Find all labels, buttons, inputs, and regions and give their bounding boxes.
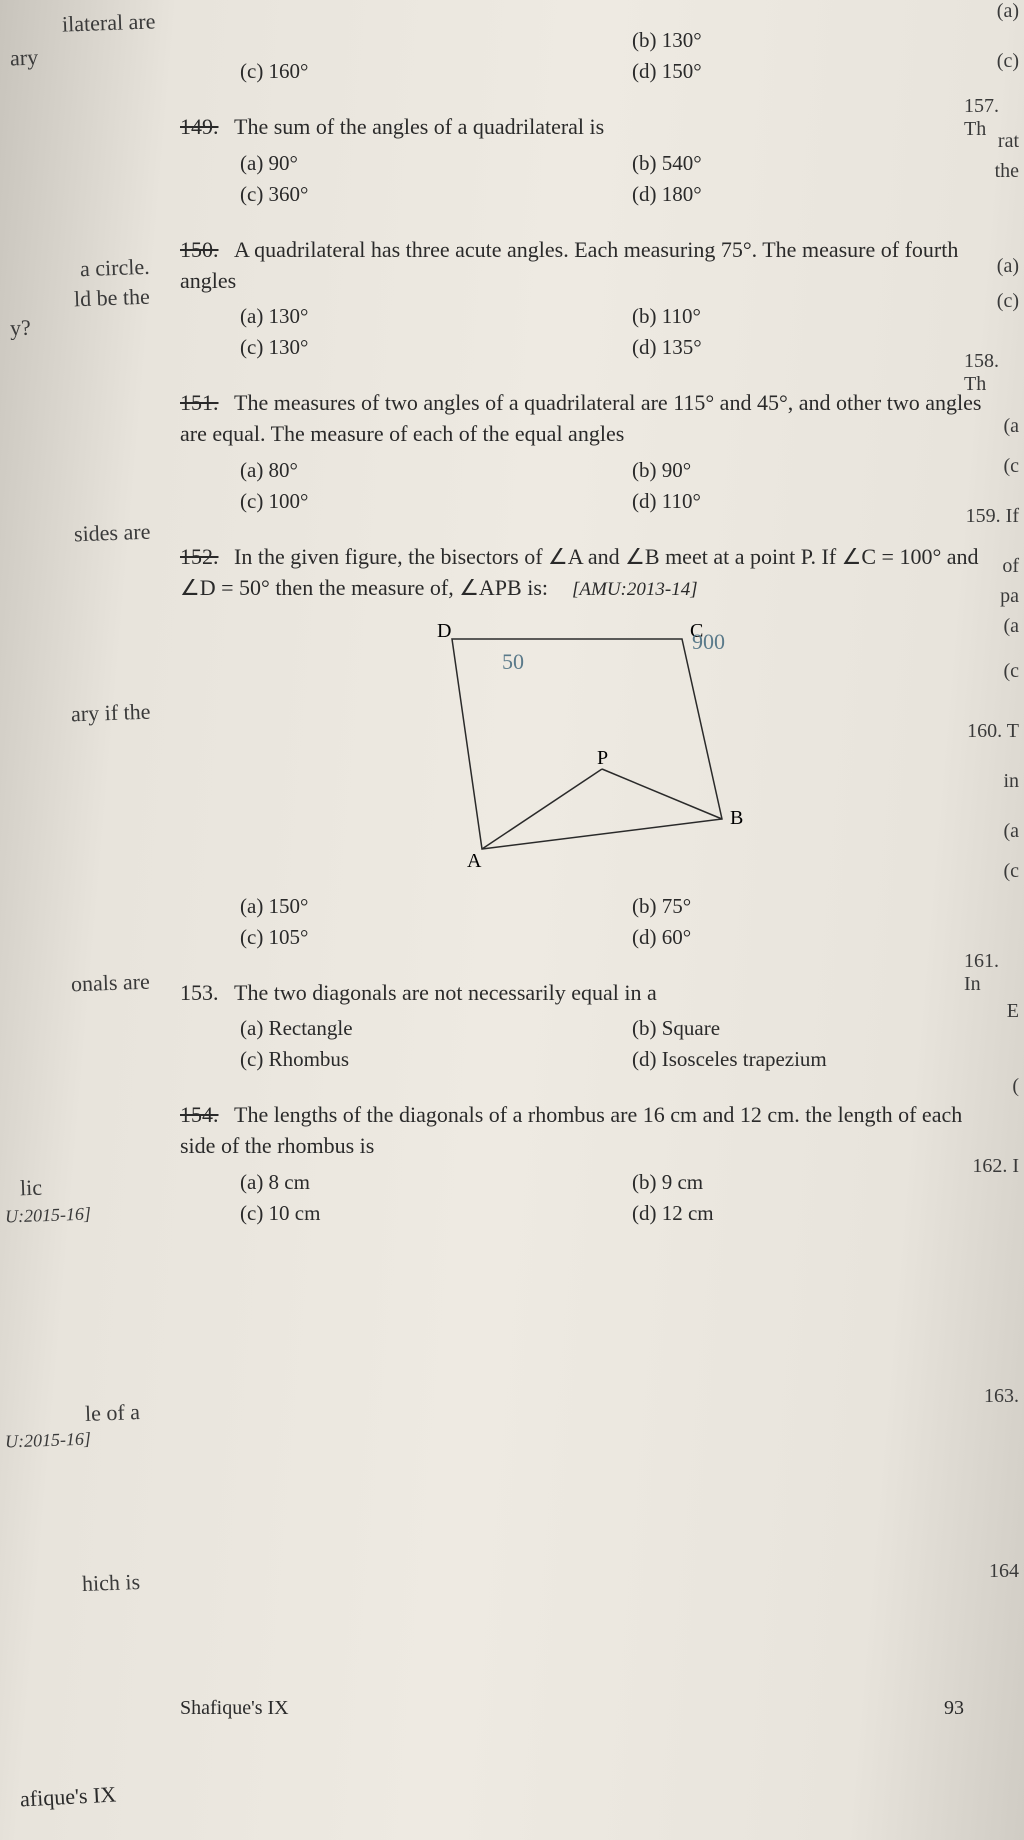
question-text: The two diagonals are not necessarily eq… [234,980,657,1005]
margin-text: ary if the [70,699,150,728]
vertex-label-d: D [437,620,451,642]
margin-text: (c [1003,660,1019,683]
margin-text: sides are [73,519,150,548]
adjacent-page-text: afique's IX [19,1782,116,1813]
option-a: (a) 80° [240,458,592,483]
margin-text: hich is [82,1569,141,1597]
option-b: (b) 75° [632,894,984,919]
option-c: (c) 160° [240,59,592,84]
vertex-label-a: A [467,850,482,872]
margin-text: lic [20,1175,43,1202]
margin-text: (c) [997,50,1019,73]
question-number: 152. [180,544,230,570]
margin-text: (a [1003,820,1019,843]
margin-text: ary [10,45,39,72]
option-a: (a) 130° [240,304,592,329]
question-number: 149. [180,114,230,140]
margin-text: le of a [85,1399,141,1427]
question-text: The lengths of the diagonals of a rhombu… [180,1102,962,1158]
citation: [AMU:2013-14] [572,579,698,600]
option-c: (c) 10 cm [240,1201,592,1226]
option-b: (b) 110° [632,304,984,329]
option-b: (b) 90° [632,458,984,483]
question-151: 151. The measures of two angles of a qua… [180,388,984,514]
margin-text: a circle. [80,254,150,282]
question-148-partial: (b) 130° (c) 160° (d) 150° [180,28,984,84]
margin-text: E [1007,1000,1019,1023]
margin-text: of [1002,555,1019,578]
option-c: (c) 105° [240,925,592,950]
option-d: (d) 12 cm [632,1201,984,1226]
margin-text: (c [1003,860,1019,883]
option-c: (c) 130° [240,335,592,360]
margin-text: (c [1003,455,1019,478]
margin-text: pa [1000,585,1019,608]
option-c: (c) Rhombus [240,1047,592,1072]
option-c: (c) 360° [240,182,592,207]
question-text: The measures of two angles of a quadrila… [180,390,981,446]
option-a: (a) 150° [240,894,592,919]
question-150: 150. A quadrilateral has three acute ang… [180,235,984,361]
book-title: Shafique's IX [180,1697,289,1720]
quadrilateral-diagram: A B C D P [412,619,752,879]
option-b: (b) 540° [632,151,984,176]
option-d: (d) Isosceles trapezium [632,1047,984,1072]
margin-text: ( [1012,1075,1019,1098]
question-154: 154. The lengths of the diagonals of a r… [180,1100,984,1226]
handwritten-annotation: 900 [692,629,725,655]
margin-text: ilateral are [61,8,155,37]
option-b: (b) 9 cm [632,1170,984,1195]
option-d: (d) 135° [632,335,984,360]
margin-text: (c) [997,290,1019,313]
page-number: 93 [944,1697,964,1720]
margin-text: onals are [71,969,151,998]
option-d: (d) 60° [632,925,984,950]
option-d: (d) 180° [632,182,984,207]
question-152: 152. In the given figure, the bisectors … [180,542,984,950]
margin-text: in [1003,770,1019,793]
margin-text: (a [1003,415,1019,438]
question-149: 149. The sum of the angles of a quadrila… [180,112,984,207]
margin-text: 163. [984,1385,1019,1408]
textbook-page: ilateral are ary a circle. ld be the y? … [0,0,1024,1840]
option-b: (b) 130° [632,28,984,53]
geometry-figure: A B C D P 50 900 [412,619,752,879]
margin-text: (a) [997,255,1019,278]
margin-text: rat [998,130,1019,153]
handwritten-annotation: 50 [502,649,524,675]
question-number: 153. [180,980,230,1006]
margin-text: U:2015-16] [5,1429,92,1453]
question-text: The sum of the angles of a quadrilateral… [234,114,604,139]
option-a: (a) 90° [240,151,592,176]
question-number: 151. [180,390,230,416]
question-number: 154. [180,1102,230,1128]
margin-text: (a) [997,0,1019,23]
margin-text: y? [10,315,32,342]
vertex-label-b: B [730,807,743,829]
vertex-label-p: P [597,747,608,769]
page-footer: Shafique's IX 93 [180,1697,964,1720]
question-153: 153. The two diagonals are not necessari… [180,978,984,1073]
margin-text: 164 [989,1560,1019,1583]
margin-text: ld be the [74,284,151,313]
option-d: (d) 150° [632,59,984,84]
margin-text: U:2015-16] [5,1204,92,1228]
option-b: (b) Square [632,1016,984,1041]
question-text: A quadrilateral has three acute angles. … [180,237,958,293]
margin-text: the [995,160,1019,183]
option-d: (d) 110° [632,489,984,514]
question-number: 150. [180,237,230,263]
option-a: (a) Rectangle [240,1016,592,1041]
margin-text: (a [1003,615,1019,638]
option-c: (c) 100° [240,489,592,514]
left-margin-cutoff: ilateral are ary a circle. ld be the y? … [0,0,160,1840]
option-a: (a) 8 cm [240,1170,592,1195]
